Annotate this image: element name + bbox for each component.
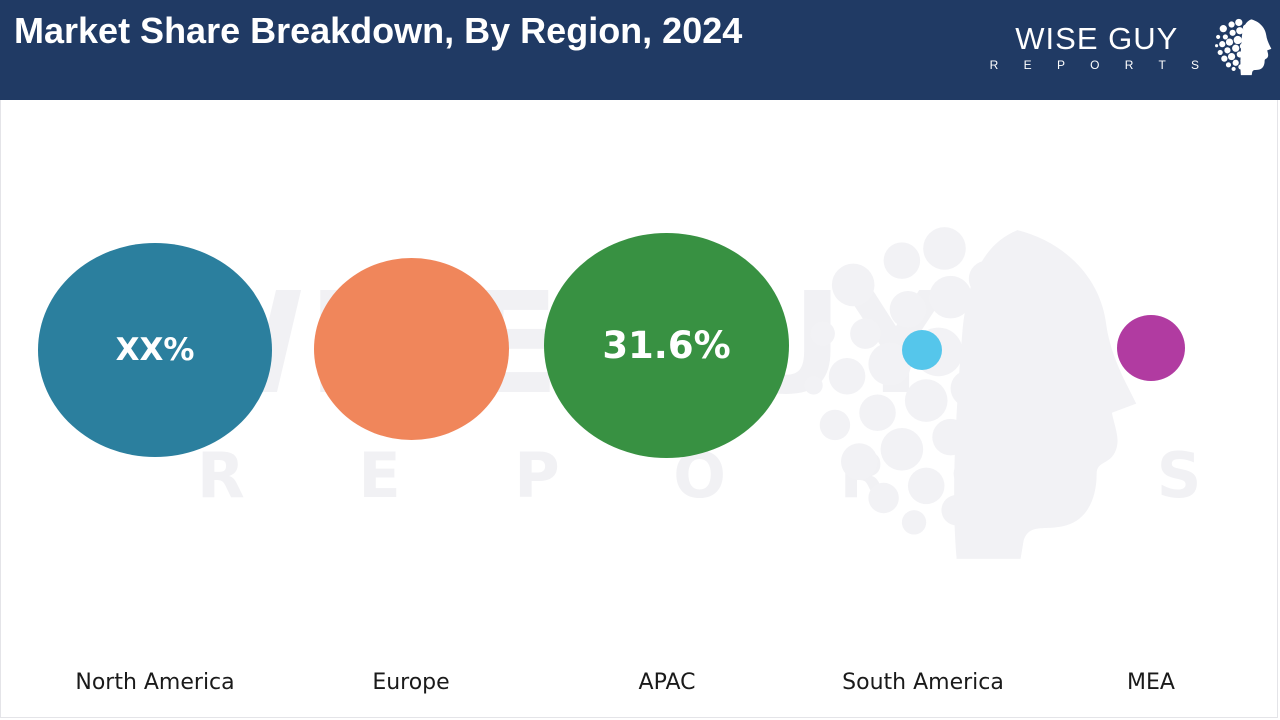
dotted-head-profile-icon — [1214, 6, 1276, 88]
page-title: Market Share Breakdown, By Region, 2024 — [14, 10, 743, 51]
bubble-value-apac: 31.6% — [602, 324, 731, 367]
bubble-value-north-america: XX% — [115, 332, 195, 368]
category-label-apac: APAC — [638, 670, 696, 695]
logo-wordmark: WISE GUY — [1015, 20, 1179, 56]
category-label-south-america: South America — [842, 670, 1004, 695]
category-label-mea: MEA — [1127, 670, 1175, 695]
bubble-north-america: XX% — [38, 243, 272, 457]
category-label-europe: Europe — [372, 670, 450, 695]
bubble-south-america — [902, 330, 942, 370]
wiseguy-logo: WISE GUY R E P O R T S — [984, 6, 1276, 88]
header-bar: Market Share Breakdown, By Region, 2024 … — [0, 0, 1280, 100]
logo-text-block: WISE GUY R E P O R T S — [984, 23, 1210, 72]
bubble-apac: 31.6% — [544, 233, 789, 458]
category-label-north-america: North America — [75, 670, 235, 695]
bubble-chart-area: WISE GUY R E P O R T S XX% 31.6% North A… — [0, 100, 1278, 718]
bubble-europe — [314, 258, 509, 440]
logo-subtext: R E P O R T S — [989, 57, 1210, 72]
dotted-head-profile-watermark-icon — [796, 218, 1166, 568]
bubble-mea — [1117, 315, 1185, 381]
